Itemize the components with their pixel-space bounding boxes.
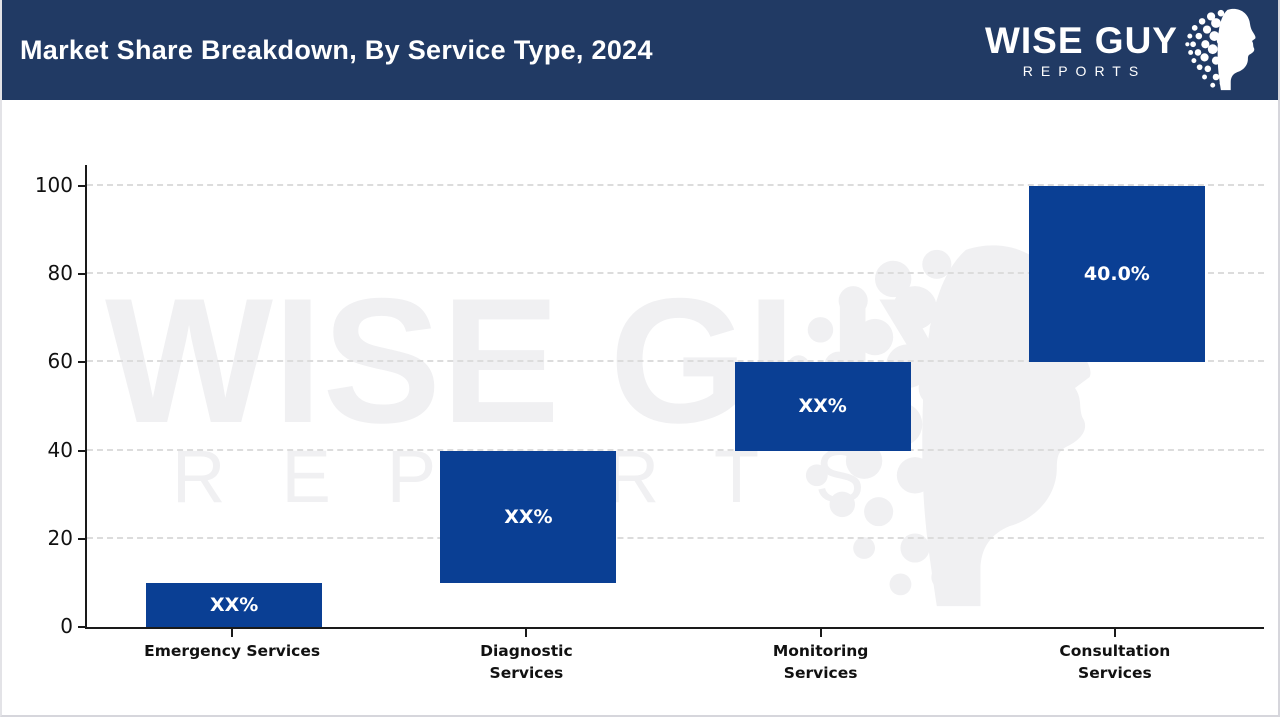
brand-logo: WISE GUY REPORTS: [985, 5, 1270, 95]
ytick-label-100: 100: [34, 173, 73, 197]
brand-name: WISE GUY: [984, 19, 1178, 61]
xtick-mark-2: [819, 629, 822, 637]
gridline-y80: [87, 272, 1264, 275]
bar-emergency-services: XX%: [146, 582, 323, 627]
ytick-mark-40: [78, 449, 85, 452]
ytick-label-60: 60: [47, 349, 73, 374]
ytick-mark-80: [78, 273, 85, 276]
ytick-mark-60: [78, 361, 85, 364]
ytick-mark-20: [78, 537, 85, 540]
brand-subname: REPORTS: [1022, 62, 1147, 79]
ytick-mark-100: [78, 185, 85, 187]
chart-header: Market Share Breakdown, By Service Type,…: [0, 0, 1280, 100]
xtick-mark-3: [1113, 629, 1116, 637]
xcat-label-3: Consultation Services: [1059, 642, 1171, 682]
plot-area: XX% XX% XX% 40.0%: [85, 165, 1264, 629]
ytick-label-80: 80: [47, 261, 73, 286]
bar-diagnostic-services: XX%: [440, 450, 617, 583]
xtick-mark-1: [525, 629, 528, 637]
bar-value-label: XX%: [798, 395, 847, 418]
xcat-label-2: Monitoring Services: [772, 642, 869, 682]
ytick-label-20: 20: [47, 525, 73, 550]
bar-consultation-services: 40.0%: [1028, 186, 1205, 363]
gridline-y20: [87, 536, 1264, 539]
ytick-mark-0: [78, 626, 85, 628]
xtick-mark-0: [231, 629, 234, 637]
page-title: Market Share Breakdown, By Service Type,…: [20, 34, 653, 65]
bar-value-label: 40.0%: [1083, 263, 1150, 286]
ytick-label-40: 40: [47, 437, 73, 462]
bar-monitoring-services: XX%: [734, 362, 911, 451]
ytick-label-0: 0: [60, 614, 73, 638]
gridline-y100: [87, 184, 1264, 186]
bar-value-label: XX%: [504, 505, 553, 528]
xcat-label-1: Diagnostic Services: [480, 642, 573, 682]
brand-logo-text: WISE GUY REPORTS: [985, 22, 1178, 79]
gridline-y60: [87, 360, 1264, 363]
bar-value-label: XX%: [209, 593, 259, 616]
xcat-label-0: Emergency Services: [144, 642, 321, 660]
head-profile-dots-icon: [1185, 8, 1256, 91]
gridline-y40: [87, 448, 1264, 451]
